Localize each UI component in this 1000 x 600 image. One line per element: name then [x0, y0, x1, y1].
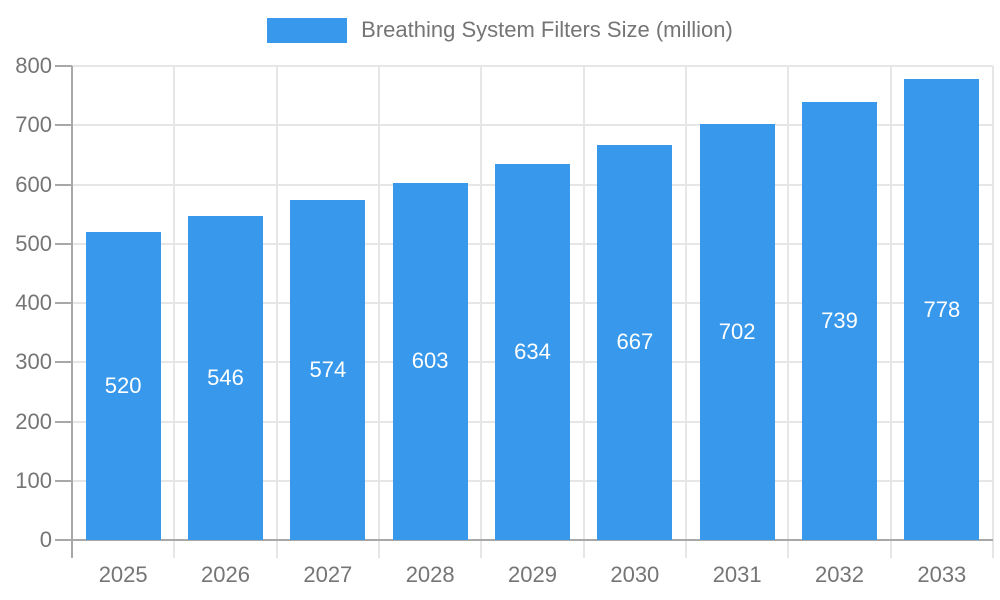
- bar-value-label: 520: [104, 372, 142, 398]
- bar-2026[interactable]: 546: [188, 216, 263, 540]
- h-gridline: [72, 124, 993, 127]
- x-tick-label: 2027: [303, 562, 353, 587]
- y-tick: [55, 242, 72, 245]
- h-gridline: [72, 65, 993, 67]
- x-tick-label: 2029: [508, 562, 557, 587]
- bar-value-label: 634: [514, 339, 551, 365]
- bar-2028[interactable]: 603: [392, 182, 468, 540]
- bar-2027[interactable]: 574: [290, 199, 366, 540]
- y-tick-label: 100: [15, 467, 52, 493]
- x-tick-label: 2030: [610, 562, 660, 587]
- bar-2025[interactable]: 520: [85, 231, 161, 540]
- y-tick: [55, 183, 72, 186]
- y-tick-label: 500: [15, 230, 52, 256]
- legend-item[interactable]: Breathing System Filters Size (million): [267, 17, 733, 43]
- bar-value-label: 739: [821, 308, 858, 334]
- bar-value-label: 574: [309, 356, 347, 382]
- y-tick: [55, 361, 72, 364]
- legend-swatch: [267, 17, 348, 43]
- y-tick-label: 400: [15, 290, 52, 315]
- y-tick: [55, 420, 72, 423]
- x-tick-label: 2033: [917, 562, 967, 587]
- y-tick: [55, 124, 72, 127]
- v-gridline: [378, 66, 380, 558]
- y-tick-label: 0: [39, 527, 52, 552]
- legend: Breathing System Filters Size (million): [0, 17, 1000, 43]
- y-tick-label: 800: [15, 53, 52, 78]
- x-tick-label: 2032: [815, 562, 864, 587]
- bar-2031[interactable]: 702: [699, 124, 775, 540]
- x-tick-label: 2028: [405, 562, 455, 587]
- v-gridline: [582, 66, 585, 558]
- y-tick: [55, 65, 72, 67]
- y-tick-label: 700: [15, 112, 52, 138]
- x-tick-label: 2031: [712, 562, 762, 587]
- x-tick-label: 2026: [201, 562, 250, 587]
- y-tick-label: 300: [15, 349, 52, 375]
- legend-label: Breathing System Filters Size (million): [361, 17, 733, 42]
- v-gridline: [787, 66, 790, 558]
- bar-value-label: 702: [718, 319, 756, 345]
- y-tick: [55, 302, 72, 304]
- v-gridline: [992, 66, 994, 558]
- v-gridline: [685, 66, 687, 558]
- y-tick: [55, 479, 72, 482]
- x-tick-label: 2025: [98, 562, 148, 587]
- y-tick-label: 200: [15, 408, 52, 434]
- bar-value-label: 603: [411, 348, 449, 374]
- y-tick-label: 600: [15, 171, 52, 197]
- v-gridline: [480, 66, 483, 558]
- bar-2033[interactable]: 778: [904, 79, 980, 540]
- bar-value-label: 667: [616, 329, 654, 355]
- bar-value-label: 546: [207, 365, 244, 391]
- bar-2032[interactable]: 739: [802, 102, 877, 540]
- bar-2030[interactable]: 667: [597, 144, 673, 540]
- v-gridline: [889, 66, 892, 558]
- bar-2029[interactable]: 634: [495, 164, 570, 540]
- x-axis-line: [55, 539, 993, 541]
- v-gridline: [275, 66, 278, 558]
- v-gridline: [173, 66, 176, 558]
- bar-value-label: 778: [923, 296, 961, 322]
- y-axis-line: [71, 66, 73, 558]
